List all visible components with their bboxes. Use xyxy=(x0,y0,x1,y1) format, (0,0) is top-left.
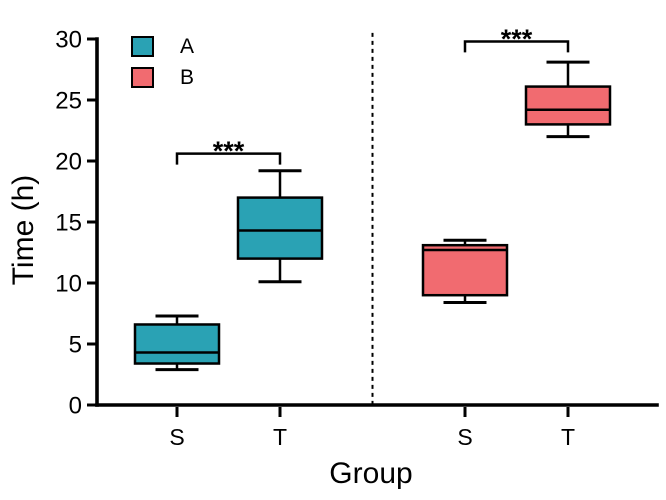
legend-swatch-B xyxy=(131,67,154,88)
x-tick-label: T xyxy=(561,424,575,450)
legend-swatch-A xyxy=(131,36,154,57)
x-tick-label: S xyxy=(169,424,184,450)
significance-stars-2: *** xyxy=(501,24,533,54)
y-tick-label: 15 xyxy=(55,210,82,237)
y-tick-label: 30 xyxy=(55,27,82,54)
box-A-T xyxy=(236,196,324,260)
x-axis-title: Group xyxy=(329,457,413,490)
legend-label-B: B xyxy=(180,66,195,89)
box-B-T xyxy=(524,85,612,126)
y-tick-label: 0 xyxy=(69,393,82,420)
y-tick-label: 5 xyxy=(69,332,82,359)
box-B-S xyxy=(421,243,509,297)
y-axis-title: Time (h) xyxy=(7,174,40,286)
legend-label-A: A xyxy=(180,35,195,58)
x-tick-label: S xyxy=(457,424,472,450)
x-tick-label: T xyxy=(273,424,287,450)
legend-item-A: A xyxy=(131,36,194,57)
significance-stars-1: *** xyxy=(213,136,245,166)
significance-bracket-1 xyxy=(175,152,282,165)
legend-item-B: B xyxy=(131,67,194,88)
significance-bracket-2 xyxy=(463,40,570,53)
box-A-S xyxy=(133,323,221,365)
y-tick-label: 25 xyxy=(55,88,82,115)
y-tick-label: 20 xyxy=(55,149,82,176)
y-tick-label: 10 xyxy=(55,271,82,298)
